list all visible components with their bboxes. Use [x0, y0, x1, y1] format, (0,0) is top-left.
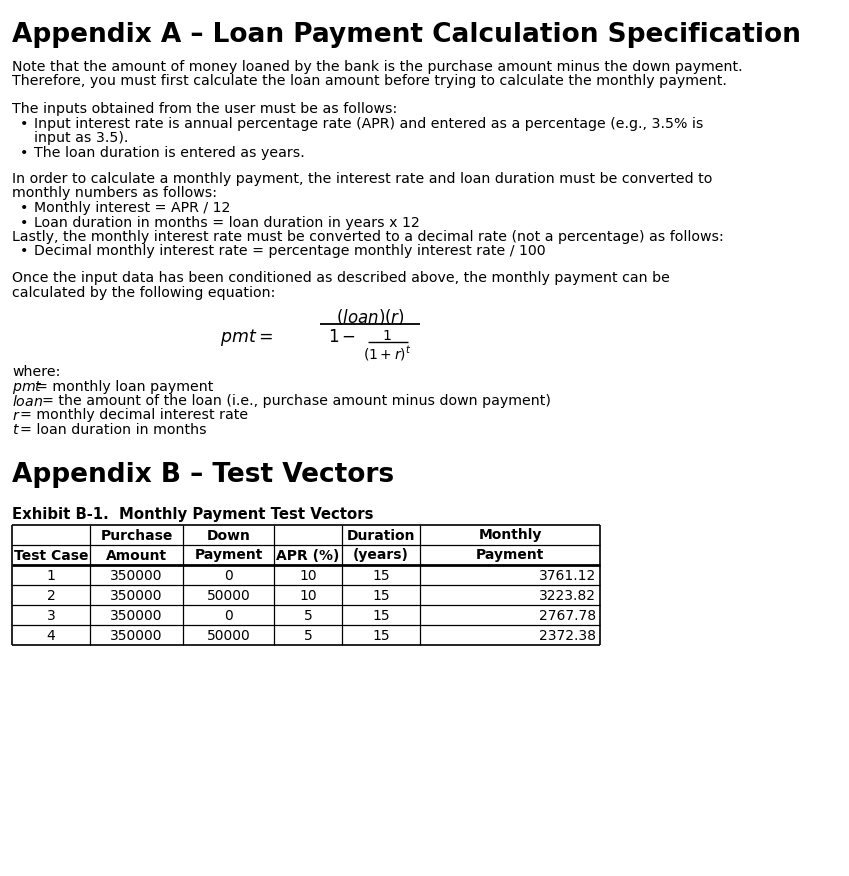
Text: Appendix B – Test Vectors: Appendix B – Test Vectors — [12, 462, 394, 488]
Text: Lastly, the monthly interest rate must be converted to a decimal rate (not a per: Lastly, the monthly interest rate must b… — [12, 230, 723, 244]
Text: The loan duration is entered as years.: The loan duration is entered as years. — [34, 145, 305, 159]
Text: The inputs obtained from the user must be as follows:: The inputs obtained from the user must b… — [12, 102, 397, 116]
Text: •: • — [20, 117, 28, 131]
Text: 2767.78: 2767.78 — [539, 610, 596, 624]
Text: APR (%): APR (%) — [276, 548, 340, 562]
Text: Note that the amount of money loaned by the bank is the purchase amount minus th: Note that the amount of money loaned by … — [12, 60, 743, 74]
Text: 10: 10 — [299, 590, 317, 604]
Text: monthly numbers as follows:: monthly numbers as follows: — [12, 187, 217, 201]
Text: 5: 5 — [304, 630, 312, 644]
Text: 15: 15 — [372, 610, 390, 624]
Text: Test Case: Test Case — [14, 548, 88, 562]
Text: $\mathit{loan}$: $\mathit{loan}$ — [12, 394, 43, 409]
Text: 2372.38: 2372.38 — [539, 630, 596, 644]
Text: = the amount of the loan (i.e., purchase amount minus down payment): = the amount of the loan (i.e., purchase… — [42, 394, 551, 408]
Text: $\mathit{r}$: $\mathit{r}$ — [12, 408, 20, 422]
Text: Amount: Amount — [106, 548, 167, 562]
Text: Down: Down — [206, 528, 250, 542]
Text: $(1+r)^t$: $(1+r)^t$ — [363, 344, 411, 363]
Text: Once the input data has been conditioned as described above, the monthly payment: Once the input data has been conditioned… — [12, 271, 670, 285]
Text: $\mathit{pmt} =$: $\mathit{pmt} =$ — [220, 327, 273, 348]
Text: $\mathit{t}$: $\mathit{t}$ — [12, 423, 20, 437]
Text: 15: 15 — [372, 630, 390, 644]
Text: 350000: 350000 — [110, 630, 163, 644]
Text: = loan duration in months: = loan duration in months — [20, 423, 206, 437]
Text: 3223.82: 3223.82 — [539, 590, 596, 604]
Text: 50000: 50000 — [206, 630, 250, 644]
Text: Loan duration in months = loan duration in years x 12: Loan duration in months = loan duration … — [34, 215, 419, 230]
Text: $1-$: $1-$ — [328, 328, 356, 346]
Text: 15: 15 — [372, 590, 390, 604]
Text: $\mathit{pmt}$: $\mathit{pmt}$ — [12, 379, 42, 397]
Text: Monthly interest = APR / 12: Monthly interest = APR / 12 — [34, 201, 230, 215]
Text: 15: 15 — [372, 569, 390, 583]
Text: Payment: Payment — [475, 548, 544, 562]
Text: 350000: 350000 — [110, 590, 163, 604]
Text: 2: 2 — [47, 590, 55, 604]
Text: 0: 0 — [224, 569, 233, 583]
Text: 0: 0 — [224, 610, 233, 624]
Text: = monthly decimal interest rate: = monthly decimal interest rate — [20, 408, 248, 422]
Text: 4: 4 — [47, 630, 55, 644]
Text: Payment: Payment — [194, 548, 262, 562]
Text: $1$: $1$ — [382, 329, 391, 343]
Text: •: • — [20, 201, 28, 215]
Text: 5: 5 — [304, 610, 312, 624]
Text: 350000: 350000 — [110, 569, 163, 583]
Text: calculated by the following equation:: calculated by the following equation: — [12, 286, 275, 300]
Text: Input interest rate is annual percentage rate (APR) and entered as a percentage : Input interest rate is annual percentage… — [34, 117, 703, 131]
Text: In order to calculate a monthly payment, the interest rate and loan duration mus: In order to calculate a monthly payment,… — [12, 172, 712, 186]
Text: Duration: Duration — [346, 528, 415, 542]
Text: 10: 10 — [299, 569, 317, 583]
Text: Therefore, you must first calculate the loan amount before trying to calculate t: Therefore, you must first calculate the … — [12, 74, 727, 88]
Text: •: • — [20, 244, 28, 258]
Text: Exhibit B-1.  Monthly Payment Test Vectors: Exhibit B-1. Monthly Payment Test Vector… — [12, 507, 374, 522]
Text: Purchase: Purchase — [100, 528, 172, 542]
Text: •: • — [20, 215, 28, 230]
Text: input as 3.5).: input as 3.5). — [34, 131, 128, 145]
Text: 3: 3 — [47, 610, 55, 624]
Text: Monthly: Monthly — [478, 528, 542, 542]
Text: = monthly loan payment: = monthly loan payment — [36, 379, 213, 393]
Text: Appendix A – Loan Payment Calculation Specification: Appendix A – Loan Payment Calculation Sp… — [12, 22, 801, 48]
Text: where:: where: — [12, 365, 60, 379]
Text: 1: 1 — [47, 569, 55, 583]
Text: (years): (years) — [353, 548, 409, 562]
Text: 3761.12: 3761.12 — [539, 569, 596, 583]
Text: 50000: 50000 — [206, 590, 250, 604]
Text: $(\mathit{loan})(r)$: $(\mathit{loan})(r)$ — [335, 307, 404, 327]
Text: 350000: 350000 — [110, 610, 163, 624]
Text: •: • — [20, 145, 28, 159]
Text: Decimal monthly interest rate = percentage monthly interest rate / 100: Decimal monthly interest rate = percenta… — [34, 244, 546, 258]
